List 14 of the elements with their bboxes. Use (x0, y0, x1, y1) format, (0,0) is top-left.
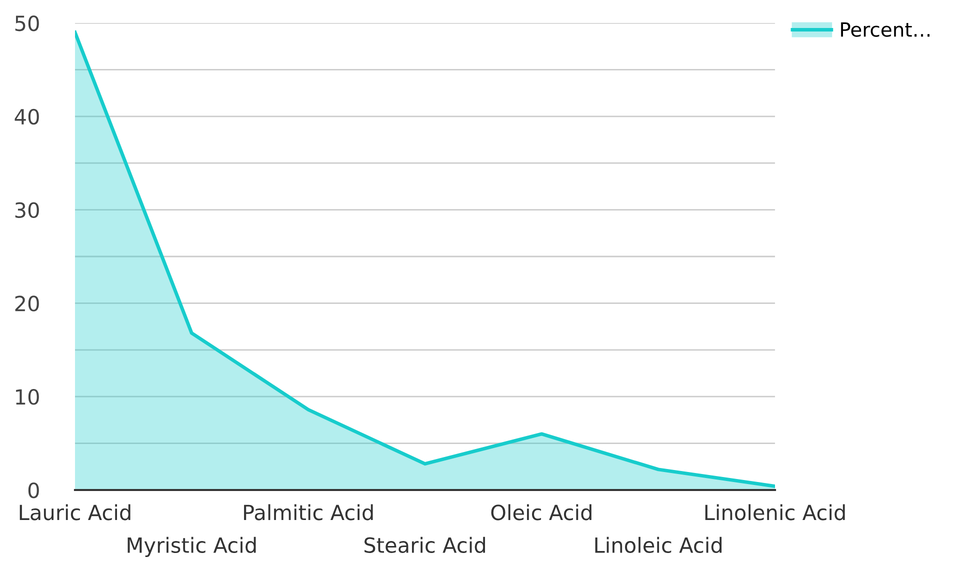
y-tick-label: 30 (15, 202, 39, 218)
y-tick-label: 20 (15, 296, 39, 312)
x-tick-label: Linolenic Acid (705, 504, 845, 520)
x-tick-label: Lauric Acid (20, 504, 130, 520)
y-tick-label: 50 (15, 15, 39, 32)
x-tick-label: Myristic Acid (128, 536, 256, 558)
x-tick-label: Palmitic Acid (244, 504, 373, 520)
y-tick-label: 10 (16, 389, 39, 405)
y-tick-label: 0 (28, 482, 39, 498)
x-tick-label: Oleic Acid (491, 504, 592, 520)
x-tick-label: Linoleic Acid (595, 536, 722, 554)
legend-label: Percent… (841, 22, 930, 37)
x-tick-label: Stearic Acid (364, 536, 485, 554)
y-tick-label: 40 (14, 108, 39, 125)
